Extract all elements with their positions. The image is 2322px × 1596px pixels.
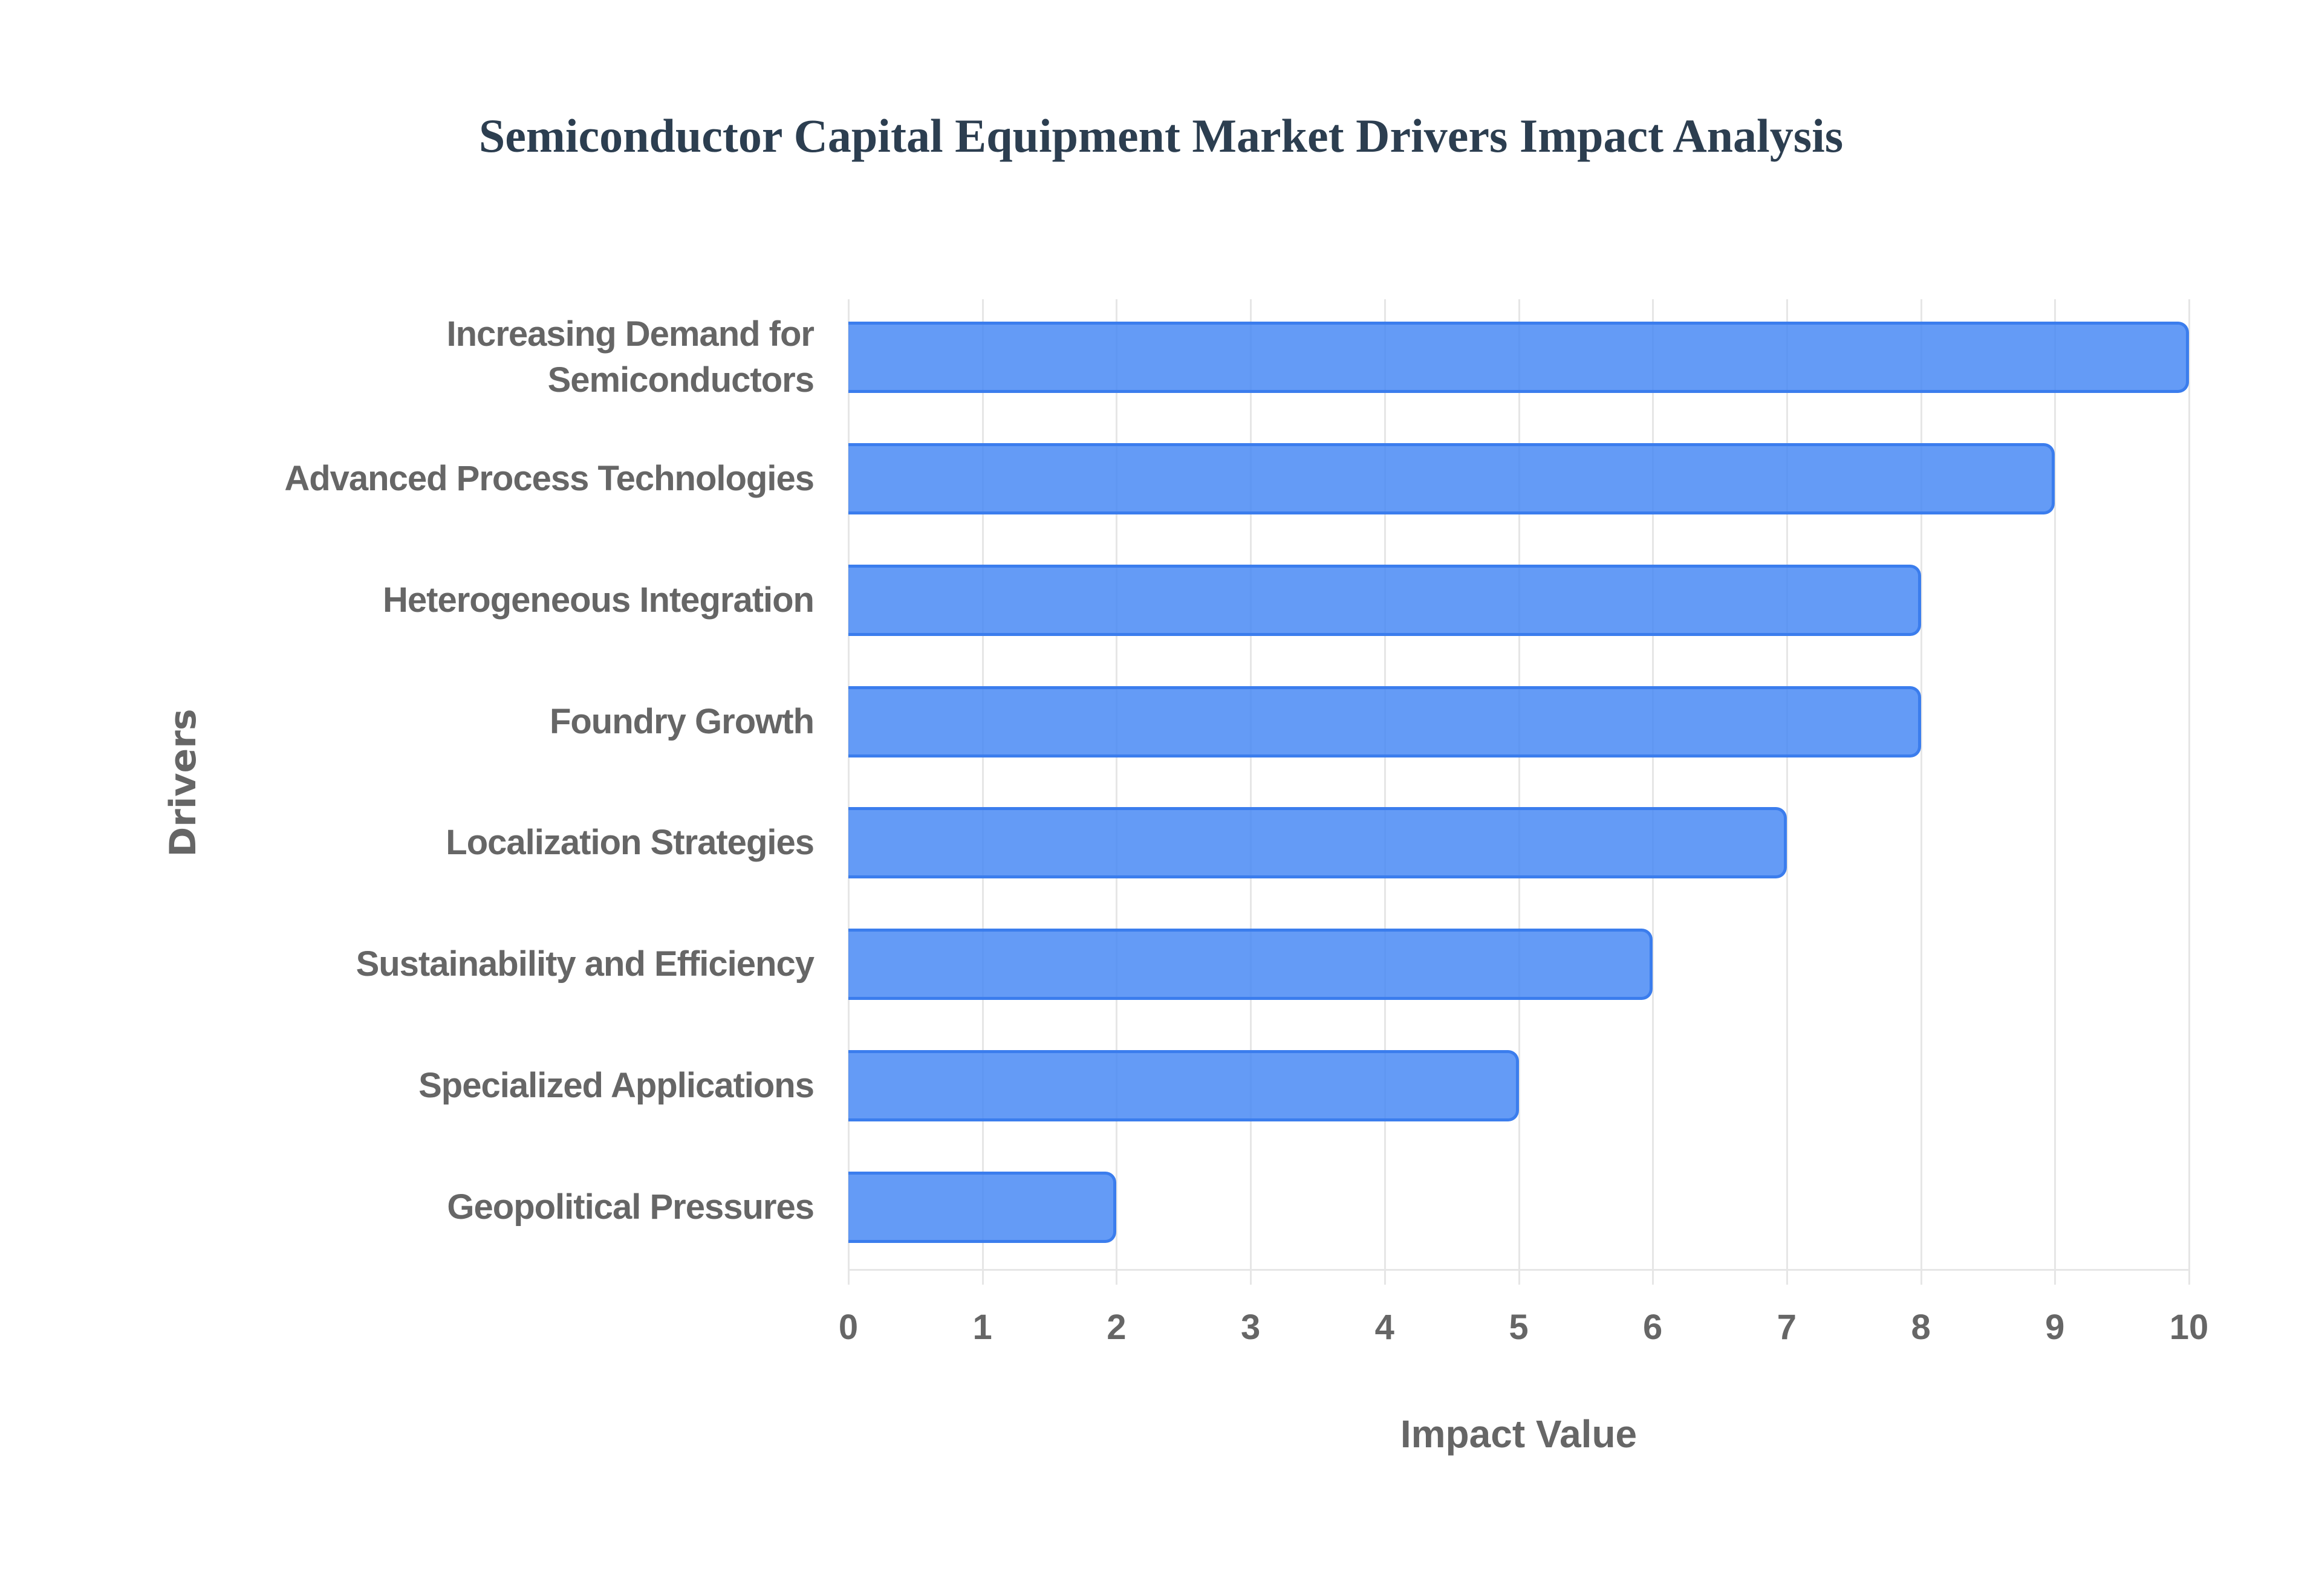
y-tick-label: Heterogeneous Integration [209, 577, 815, 623]
bar[interactable] [848, 1171, 1117, 1243]
y-tick-label: Localization Strategies [209, 820, 815, 866]
y-tick-label: Geopolitical Pressures [209, 1184, 815, 1230]
tick-mark [1920, 1270, 1922, 1285]
x-tick-label: 5 [1509, 1308, 1529, 1347]
y-tick-label-line: Geopolitical Pressures [447, 1187, 815, 1227]
bar[interactable] [848, 807, 1787, 879]
bar[interactable] [848, 322, 2189, 394]
y-tick-label: Increasing Demand for Semiconductors [209, 311, 815, 403]
tick-mark [848, 1270, 850, 1285]
x-tick-label: 6 [1643, 1308, 1663, 1347]
y-tick-label-line: Specialized Applications [418, 1065, 815, 1105]
x-tick-label: 3 [1240, 1308, 1261, 1347]
y-tick-label: Advanced Process Technologies [209, 456, 815, 502]
y-tick-label-line: Foundry Growth [549, 701, 815, 741]
y-tick-label-line: Localization Strategies [446, 823, 815, 863]
gridline [1920, 299, 1922, 1270]
gridline [2054, 299, 2057, 1270]
chart-title: Semiconductor Capital Equipment Market D… [478, 109, 1844, 162]
y-tick-label: Foundry Growth [209, 699, 815, 745]
gridline [1518, 299, 1520, 1270]
y-tick-label-line: Increasing Demand for [446, 314, 815, 354]
x-tick-label: 9 [2045, 1308, 2065, 1347]
bar[interactable] [848, 929, 1653, 1001]
y-tick-label-line: Heterogeneous Integration [383, 580, 815, 620]
x-tick-label: 7 [1777, 1308, 1797, 1347]
tick-mark [1250, 1270, 1252, 1285]
tick-mark [2054, 1270, 2057, 1285]
x-axis-line [848, 1269, 2189, 1271]
gridline [1384, 299, 1386, 1270]
y-tick-label: Specialized Applications [209, 1063, 815, 1109]
y-tick-label-line: Semiconductors [547, 360, 815, 400]
x-tick-label: 4 [1374, 1308, 1394, 1347]
tick-mark [1652, 1270, 1654, 1285]
x-tick-label: 0 [838, 1308, 859, 1347]
gridline [1652, 299, 1654, 1270]
tick-mark [981, 1270, 984, 1285]
bar[interactable] [848, 564, 1921, 636]
x-tick-label: 2 [1107, 1308, 1127, 1347]
tick-mark [1384, 1270, 1386, 1285]
gridline [1250, 299, 1252, 1270]
gridline [848, 299, 850, 1270]
tick-mark [2188, 1270, 2190, 1285]
y-tick-label-line: Sustainability and Efficiency [356, 944, 815, 984]
y-tick-label-line: Advanced Process Technologies [284, 459, 815, 499]
x-tick-label: 10 [2169, 1308, 2209, 1347]
bar[interactable] [848, 443, 2055, 515]
tick-mark [1116, 1270, 1118, 1285]
y-tick-label: Sustainability and Efficiency [209, 941, 815, 987]
gridline [1116, 299, 1118, 1270]
x-tick-label: 1 [972, 1308, 992, 1347]
gridline [2188, 299, 2190, 1270]
gridline [981, 299, 984, 1270]
bar[interactable] [848, 686, 1921, 757]
tick-mark [1786, 1270, 1788, 1285]
tick-mark [1518, 1270, 1520, 1285]
x-axis-title: Impact Value [1400, 1412, 1637, 1456]
bar[interactable] [848, 1049, 1519, 1121]
y-axis-title: Drivers [162, 709, 204, 857]
gridline [1786, 299, 1788, 1270]
x-tick-label: 8 [1911, 1308, 1931, 1347]
plot-area [848, 299, 2190, 1285]
